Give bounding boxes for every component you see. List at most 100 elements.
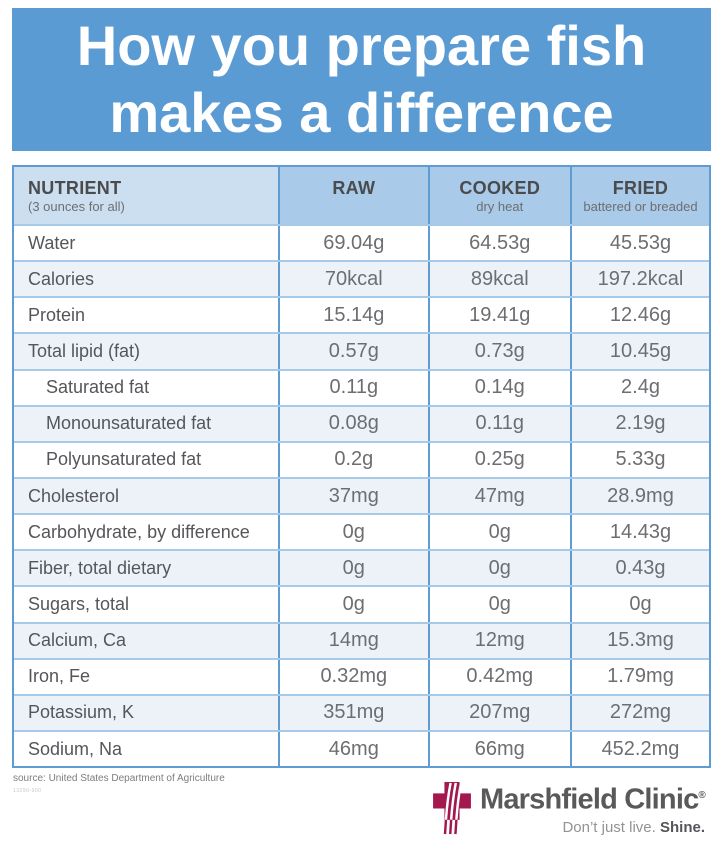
nutrient-value-cooked: 47mg	[427, 478, 570, 514]
table-row: Carbohydrate, by difference 0g 0g 14.43g	[14, 513, 709, 550]
registered-trademark-symbol: ®	[698, 790, 705, 801]
tagline-prefix: Don’t just live.	[562, 818, 660, 836]
table-row: Sugars, total 0g 0g 0g	[14, 585, 709, 622]
nutrient-value-raw: 15.14g	[278, 298, 427, 333]
nutrient-label: Protein	[28, 304, 86, 325]
source-attribution: source: United States Department of Agri…	[13, 773, 225, 784]
nutrient-label: Total lipid (fat)	[28, 340, 141, 361]
logo-name-text: Marshfield Clinic	[479, 783, 699, 816]
nutrient-label: Sugars, total	[28, 593, 130, 614]
nutrient-value-cooked: 207mg	[427, 695, 570, 730]
nutrient-value-cooked: 66mg	[427, 731, 570, 767]
marshfield-clinic-logo: Marshfield Clinic® Don’t just live. Shin…	[433, 780, 706, 836]
nutrient-value-raw: 69.04g	[278, 226, 427, 261]
nutrient-value-cooked: 0.73g	[427, 334, 570, 369]
nutrient-label: Cholesterol	[28, 485, 120, 506]
nutrient-value-cooked: 89kcal	[427, 262, 570, 297]
nutrient-value-cooked: 0.14g	[427, 370, 570, 405]
nutrient-value-cooked: 0g	[427, 551, 570, 586]
nutrient-value-raw: 46mg	[278, 731, 427, 767]
nutrient-value-raw: 0g	[278, 587, 427, 622]
nutrient-value-raw: 0g	[278, 551, 427, 586]
nutrient-value-raw: 0.11g	[278, 370, 427, 405]
table-row: Polyunsaturated fat 0.2g 0.25g 5.33g	[14, 440, 709, 477]
nutrient-value-fried: 14.43g	[569, 515, 709, 550]
column-header-label: RAW	[332, 177, 376, 198]
nutrient-value-cooked: 0.42mg	[427, 659, 570, 694]
nutrient-value-cooked: 0.25g	[427, 442, 570, 477]
tagline-emphasis: Shine.	[659, 818, 705, 836]
table-row: Monounsaturated fat 0.08g 0.11g 2.19g	[14, 404, 709, 441]
nutrient-label: Carbohydrate, by difference	[28, 521, 250, 542]
column-header-sublabel: dry heat	[476, 198, 524, 214]
nutrient-value-raw: 14mg	[278, 623, 427, 658]
nutrient-value-raw: 0.57g	[278, 334, 427, 369]
column-header-label: COOKED	[459, 177, 541, 198]
nutrient-value-cooked: 64.53g	[427, 226, 570, 261]
nutrient-label: Calories	[28, 268, 95, 289]
table-header-row: NUTRIENT (3 ounces for all) RAW COOKED d…	[14, 167, 709, 224]
page-title-line-2: makes a difference	[109, 81, 614, 144]
nutrition-table: NUTRIENT (3 ounces for all) RAW COOKED d…	[12, 165, 711, 768]
table-row: Fiber, total dietary 0g 0g 0.43g	[14, 549, 709, 586]
table-row: Protein 15.14g 19.41g 12.46g	[14, 296, 709, 333]
nutrient-value-fried: 10.45g	[569, 334, 709, 369]
nutrient-label: Sodium, Na	[28, 738, 123, 759]
nutrient-value-fried: 45.53g	[569, 226, 709, 261]
nutrient-value-cooked: 19.41g	[427, 298, 570, 333]
table-row: Calcium, Ca 14mg 12mg 15.3mg	[14, 621, 709, 658]
nutrient-value-fried: 0.43g	[569, 551, 709, 586]
nutrient-value-cooked: 0.11g	[427, 406, 570, 441]
page-title-line-1: How you prepare fish	[76, 14, 647, 77]
title-banner: How you prepare fish makes a difference	[12, 8, 711, 151]
column-header-nutrient: NUTRIENT (3 ounces for all)	[14, 167, 279, 224]
nutrient-label: Water	[28, 232, 76, 253]
table-row: Saturated fat 0.11g 0.14g 2.4g	[14, 368, 709, 405]
nutrient-value-fried: 12.46g	[569, 298, 709, 333]
nutrient-value-fried: 197.2kcal	[569, 262, 709, 297]
nutrient-value-cooked: 12mg	[427, 623, 570, 658]
nutrient-value-fried: 2.4g	[569, 370, 709, 405]
nutrient-value-fried: 0g	[569, 587, 709, 622]
nutrient-value-fried: 452.2mg	[569, 731, 709, 767]
nutrient-value-raw: 37mg	[278, 478, 427, 514]
nutrient-label: Potassium, K	[28, 702, 135, 723]
logo-wordmark: Marshfield Clinic®	[479, 780, 706, 816]
marshfield-cross-icon	[433, 782, 471, 835]
table-row: Calories 70kcal 89kcal 197.2kcal	[14, 260, 709, 297]
nutrient-label: Polyunsaturated fat	[46, 449, 202, 470]
table-row: Total lipid (fat) 0.57g 0.73g 10.45g	[14, 332, 709, 369]
column-header-sublabel: (3 ounces for all)	[28, 198, 125, 214]
column-header-sublabel: battered or breaded	[583, 198, 698, 214]
nutrient-value-fried: 272mg	[569, 695, 709, 730]
table-row: Potassium, K 351mg 207mg 272mg	[14, 693, 709, 730]
nutrient-label: Saturated fat	[46, 377, 150, 398]
nutrient-label: Calcium, Ca	[28, 630, 127, 651]
table-row: Sodium, Na 46mg 66mg 452.2mg	[14, 729, 709, 767]
nutrient-value-raw: 0.2g	[278, 442, 427, 477]
column-header-label: NUTRIENT	[28, 177, 122, 198]
column-header-fried: FRIED battered or breaded	[569, 167, 709, 224]
nutrient-value-raw: 0.32mg	[278, 659, 427, 694]
table-row: Iron, Fe 0.32mg 0.42mg 1.79mg	[14, 657, 709, 694]
nutrient-label: Iron, Fe	[28, 666, 91, 687]
logo-tagline: Don’t just live. Shine.	[480, 819, 705, 836]
nutrient-value-raw: 70kcal	[278, 262, 427, 297]
nutrient-label: Fiber, total dietary	[28, 557, 172, 578]
nutrient-value-raw: 351mg	[278, 695, 427, 730]
nutrient-value-fried: 28.9mg	[569, 478, 709, 514]
column-header-raw: RAW	[278, 167, 428, 224]
nutrient-value-fried: 15.3mg	[569, 623, 709, 658]
nutrient-value-fried: 1.79mg	[569, 659, 709, 694]
column-header-label: FRIED	[612, 177, 669, 198]
nutrient-value-raw: 0.08g	[278, 406, 427, 441]
logo-text-block: Marshfield Clinic® Don’t just live. Shin…	[479, 780, 706, 836]
nutrient-label: Monounsaturated fat	[46, 413, 212, 434]
nutrient-value-fried: 2.19g	[569, 406, 709, 441]
nutrient-value-cooked: 0g	[427, 587, 570, 622]
job-code: 13290-000	[13, 788, 42, 794]
table-body: Water 69.04g 64.53g 45.53g Calories 70kcal 89k…	[14, 224, 709, 767]
nutrient-value-fried: 5.33g	[569, 442, 709, 477]
table-row: Cholesterol 37mg 47mg 28.9mg	[14, 476, 709, 514]
nutrient-value-raw: 0g	[278, 515, 427, 550]
